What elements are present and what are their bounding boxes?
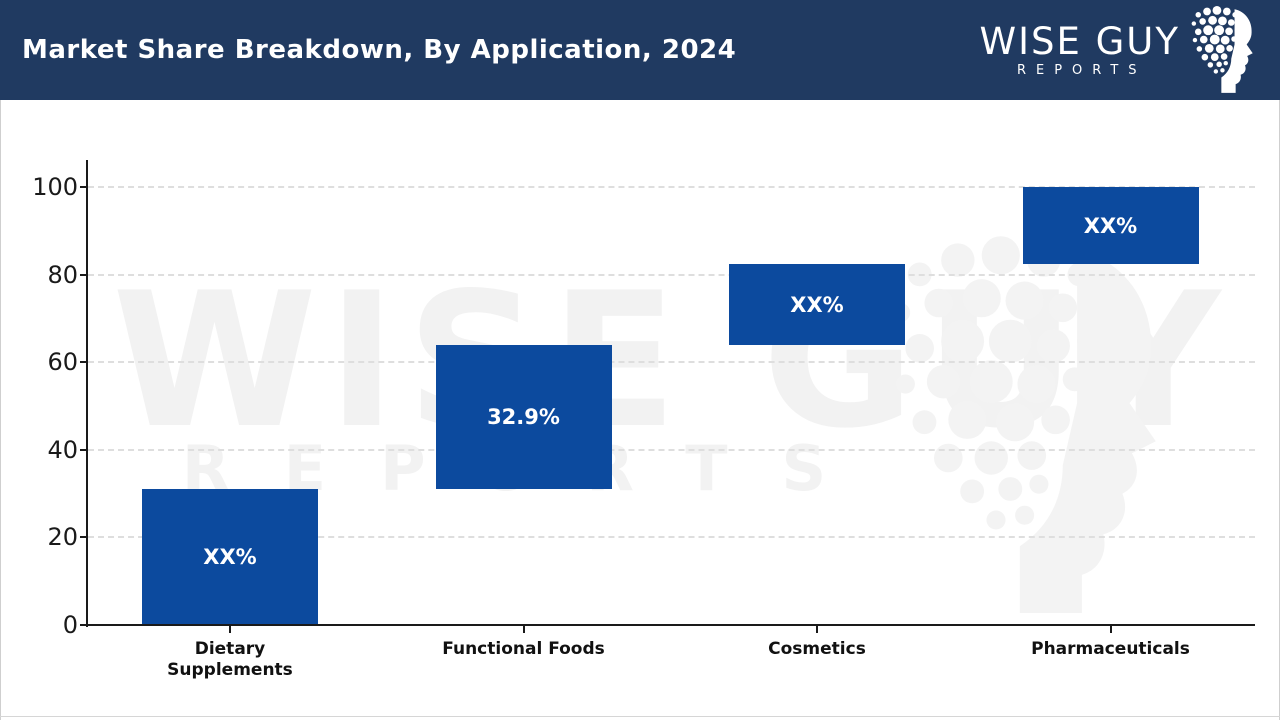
x-tick-label: Pharmaceuticals — [1031, 639, 1190, 659]
y-tick-label: 40 — [47, 435, 78, 464]
page-title: Market Share Breakdown, By Application, … — [22, 35, 737, 65]
x-tick-mark — [1109, 626, 1112, 633]
y-tick-mark — [80, 186, 88, 188]
bar-3: XX% — [729, 264, 905, 346]
wise-guy-logo: WISE GUY REPORTS — [980, 6, 1262, 94]
logo-head-icon — [1191, 6, 1253, 93]
y-tick-label: 60 — [47, 348, 78, 377]
x-tick-label: Dietary Supplements — [167, 639, 293, 681]
y-tick-label: 100 — [32, 173, 78, 201]
x-tick-mark — [816, 626, 818, 633]
x-tick-mark — [229, 626, 231, 633]
y-tick-mark — [80, 361, 88, 364]
x-tick-mark — [522, 626, 525, 633]
logo-reports-label: REPORTS — [1016, 62, 1147, 78]
bottom-border — [0, 716, 1280, 717]
bar-value-label: XX% — [790, 292, 844, 317]
y-tick-mark — [80, 536, 88, 539]
y-tick-mark — [80, 624, 88, 626]
x-axis-line — [86, 624, 1255, 626]
grid-line — [88, 448, 1255, 451]
y-tick-mark — [80, 448, 88, 451]
y-tick-label: 20 — [47, 523, 78, 552]
bar-value-label: XX% — [203, 545, 257, 570]
header-bar: Market Share Breakdown, By Application, … — [0, 0, 1280, 100]
bar-1: XX% — [142, 489, 318, 625]
grid-line — [88, 186, 1255, 188]
y-tick-mark — [80, 273, 88, 276]
bar-value-label: XX% — [1083, 213, 1138, 238]
y-tick-label: 80 — [47, 260, 78, 289]
left-border — [0, 100, 1, 720]
bar-4: XX% — [1022, 187, 1199, 265]
bar-2: 32.9% — [435, 345, 612, 490]
y-axis-line — [86, 160, 88, 627]
bar-value-label: 32.9% — [487, 405, 560, 430]
logo-text: WISE GUY REPORTS — [980, 23, 1180, 78]
x-tick-label: Functional Foods — [442, 639, 605, 659]
logo-wiseguy-label: WISE GUY — [979, 19, 1180, 63]
grid-line — [88, 536, 1255, 539]
grid-line — [88, 273, 1255, 276]
y-tick-label: 0 — [62, 611, 78, 639]
x-tick-label: Cosmetics — [768, 639, 866, 659]
grid-line — [88, 361, 1255, 364]
